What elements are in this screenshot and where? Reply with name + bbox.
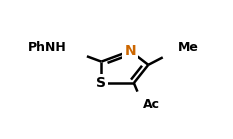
Text: Ac: Ac [144,98,160,111]
Text: N: N [124,44,136,58]
Text: S: S [96,76,106,90]
Text: PhNH: PhNH [28,41,67,54]
Text: Me: Me [178,41,199,54]
